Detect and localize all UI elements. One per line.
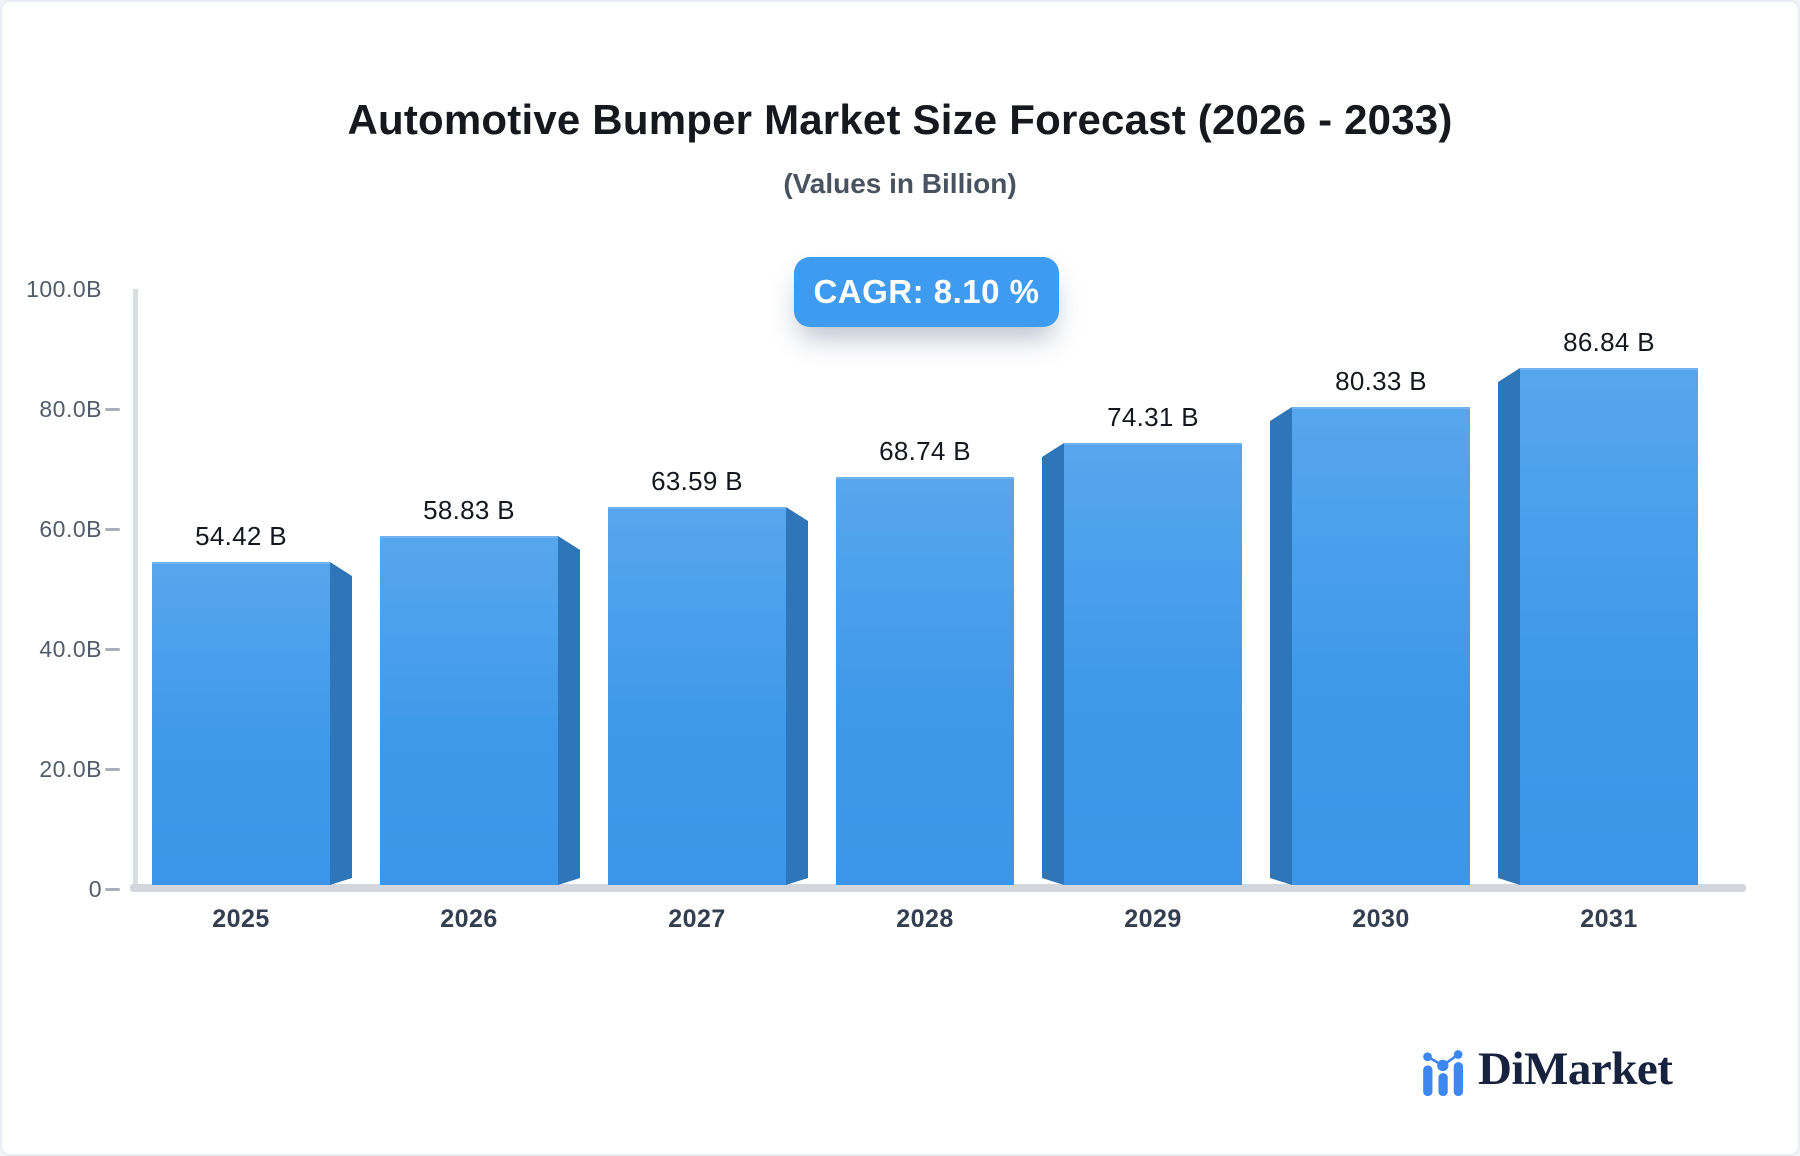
x-axis-label: 2026 [440, 905, 498, 933]
y-axis-tick-label: 100.0B [26, 276, 102, 302]
y-axis-tick-label: 80.0B [39, 396, 102, 422]
bar-side-face [330, 562, 352, 885]
cagr-badge: CAGR: 8.10 % [794, 257, 1059, 327]
bar [380, 536, 558, 885]
bar-side-face [1498, 368, 1520, 885]
x-axis-label: 2031 [1580, 905, 1638, 933]
y-axis-tick-mark [105, 528, 120, 531]
bar [836, 477, 1014, 885]
bar-value-label: 80.33 B [1335, 366, 1427, 396]
cagr-badge-label: CAGR: 8.10 % [813, 273, 1040, 310]
x-axis-label: 2025 [212, 905, 270, 933]
y-axis-tick-mark [105, 888, 120, 891]
bar-value-label: 63.59 B [651, 466, 743, 496]
y-axis-tick-mark [105, 408, 120, 411]
bar [152, 562, 330, 885]
y-axis-tick-label: 60.0B [39, 516, 102, 542]
bar [1064, 443, 1242, 885]
y-axis-tick-label: 20.0B [39, 756, 102, 782]
bar-side-face [1270, 407, 1292, 885]
bar-chart-trend-icon [1423, 1050, 1463, 1096]
y-axis-line [133, 289, 138, 892]
bar-side-face [558, 536, 580, 885]
bar-side-face [786, 507, 808, 885]
bar-value-label: 58.83 B [423, 495, 515, 525]
chart-subtitle: (Values in Billion) [783, 168, 1017, 199]
chart-title: Automotive Bumper Market Size Forecast (… [347, 96, 1453, 143]
x-axis-label: 2029 [1124, 905, 1182, 933]
bar [1292, 407, 1470, 885]
y-axis-tick-label: 40.0B [39, 636, 102, 662]
bar-value-label: 54.42 B [195, 521, 287, 551]
x-axis-label: 2030 [1352, 905, 1410, 933]
x-axis-label: 2027 [668, 905, 726, 933]
y-axis-tick-label: 0 [88, 876, 102, 902]
dimarket-logo: DiMarket [1422, 1043, 1673, 1096]
bar-value-label: 74.31 B [1107, 402, 1199, 432]
logo-wordmark: DiMarket [1478, 1043, 1673, 1095]
bar [1520, 368, 1698, 885]
bar-value-label: 68.74 B [879, 436, 971, 466]
bar [608, 507, 786, 885]
y-axis-tick-mark [105, 648, 120, 651]
x-axis-line [130, 884, 1746, 892]
bar-side-face [1042, 443, 1064, 885]
x-axis-label: 2028 [896, 905, 954, 933]
bar-value-label: 86.84 B [1563, 327, 1655, 357]
y-axis-tick-mark [105, 768, 120, 771]
